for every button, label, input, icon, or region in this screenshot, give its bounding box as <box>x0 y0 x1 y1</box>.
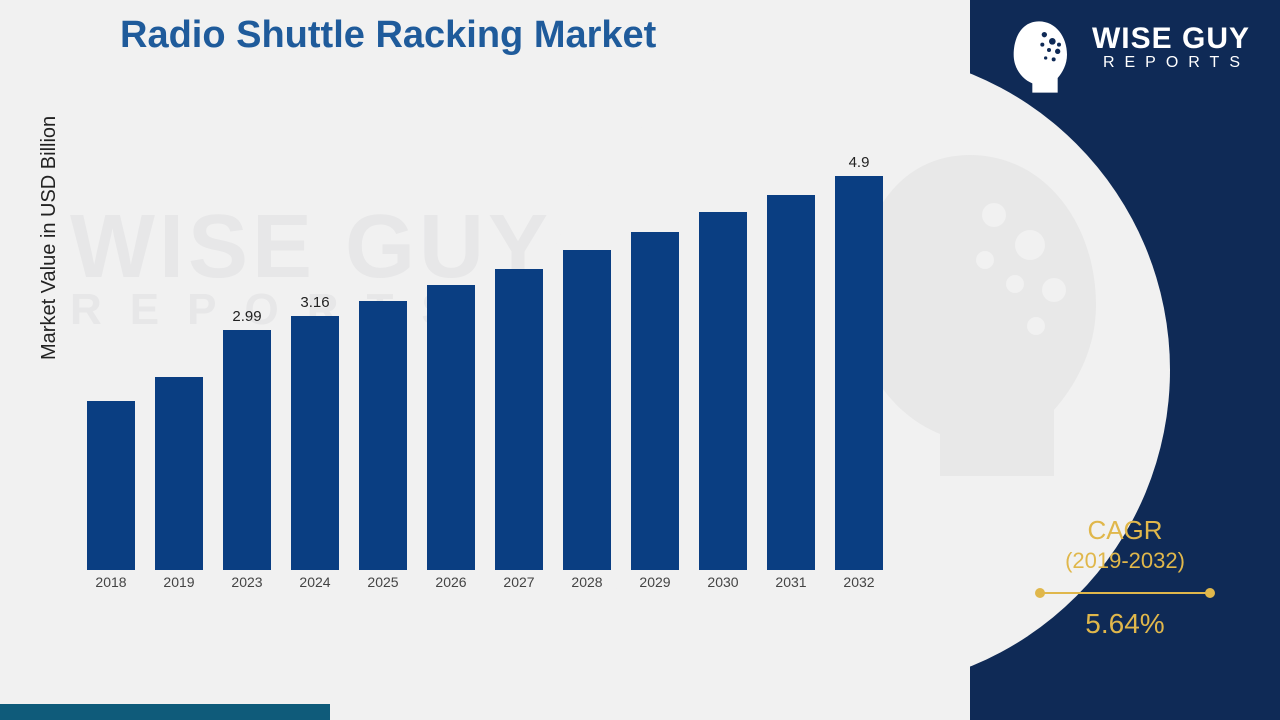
bottom-accent-strip <box>0 704 330 720</box>
x-tick-label: 2023 <box>221 574 273 590</box>
logo-sub-text: REPORTS <box>1092 54 1250 72</box>
x-tick-label: 2018 <box>85 574 137 590</box>
x-tick-label: 2019 <box>153 574 205 590</box>
cagr-divider <box>1040 592 1210 594</box>
bar <box>699 212 747 570</box>
bar-slot <box>425 263 477 570</box>
bar <box>155 377 203 570</box>
bar-slot <box>697 190 749 570</box>
x-tick-label: 2027 <box>493 574 545 590</box>
x-tick-label: 2024 <box>289 574 341 590</box>
x-tick-label: 2031 <box>765 574 817 590</box>
bar <box>359 301 407 570</box>
x-tick-label: 2030 <box>697 574 749 590</box>
brand-logo: WISE GUY REPORTS <box>1092 22 1250 72</box>
bar-slot <box>561 228 613 570</box>
bar <box>495 269 543 570</box>
bar-value-label: 3.16 <box>300 294 329 312</box>
bar <box>87 401 135 570</box>
logo-head-icon <box>1004 18 1074 98</box>
bar <box>563 250 611 570</box>
bar-slot <box>629 210 681 570</box>
x-tick-label: 2026 <box>425 574 477 590</box>
bar <box>223 330 271 570</box>
bar <box>631 232 679 570</box>
bar-value-label: 4.9 <box>849 154 870 172</box>
bar-value-label: 2.99 <box>232 308 261 326</box>
bar <box>835 176 883 570</box>
y-axis-label: Market Value in USD Billion <box>38 116 61 360</box>
cagr-panel: CAGR (2019-2032) 5.64% <box>1010 515 1240 640</box>
bar-slot <box>357 279 409 570</box>
bar-slot: 3.16 <box>289 294 341 570</box>
x-axis-labels: 2018 2019 2023 2024 2025 2026 2027 2028 2029 2030… <box>85 574 885 590</box>
bar-slot <box>85 379 137 570</box>
bar <box>767 195 815 570</box>
x-tick-label: 2032 <box>833 574 885 590</box>
bar-chart: 2.993.164.9 <box>85 160 885 570</box>
cagr-label: CAGR <box>1010 515 1240 546</box>
infographic-canvas: WISE GUY REPORTS Radio Shuttle Racking M… <box>0 0 1280 720</box>
bar <box>291 316 339 570</box>
x-tick-label: 2028 <box>561 574 613 590</box>
bar-slot <box>765 173 817 570</box>
bar-slot <box>153 355 205 570</box>
x-tick-label: 2025 <box>357 574 409 590</box>
logo-main-text: WISE GUY <box>1092 22 1250 56</box>
bar-slot <box>493 247 545 570</box>
bar-slot: 2.99 <box>221 308 273 570</box>
bar <box>427 285 475 570</box>
chart-title: Radio Shuttle Racking Market <box>120 14 656 57</box>
cagr-period: (2019-2032) <box>1010 548 1240 574</box>
cagr-value: 5.64% <box>1010 608 1240 640</box>
x-tick-label: 2029 <box>629 574 681 590</box>
bar-slot: 4.9 <box>833 154 885 570</box>
